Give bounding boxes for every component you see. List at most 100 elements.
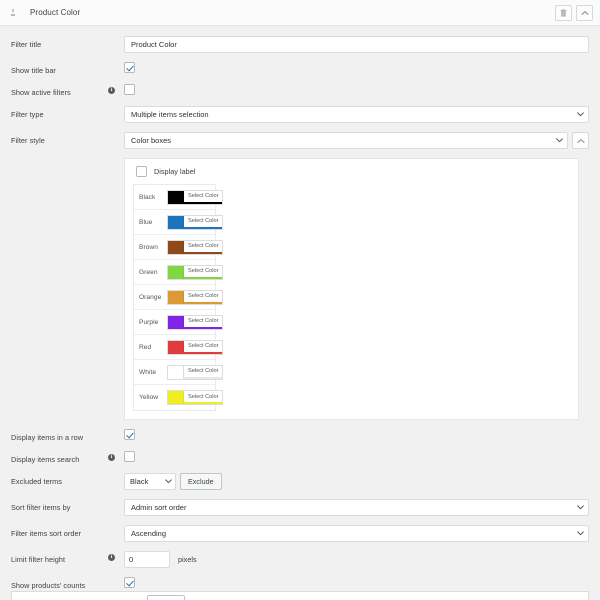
display-items-search-checkbox[interactable]: [124, 451, 135, 462]
help-slot: [108, 525, 124, 528]
label-filter-type: Filter type: [11, 110, 44, 119]
help-slot: [108, 106, 124, 109]
exclude-button[interactable]: Exclude: [180, 473, 222, 490]
color-swatch[interactable]: [168, 265, 184, 279]
label-filter-title: Filter title: [11, 40, 42, 49]
color-picker[interactable]: Select Color: [167, 239, 224, 255]
next-section-control-partial[interactable]: [147, 595, 185, 600]
field-show-products-counts: [124, 577, 589, 588]
filter-items-sort-order-select-wrap: Ascending: [124, 525, 589, 542]
select-color-button[interactable]: Select Color: [184, 290, 223, 304]
panel-body: Filter title Show title bar Show active …: [0, 26, 600, 600]
color-name-label: Purple: [139, 318, 159, 326]
color-list-item: Purple Select Color: [134, 310, 224, 335]
help-slot: i: [108, 451, 124, 461]
color-picker[interactable]: Select Color: [167, 214, 224, 230]
info-icon[interactable]: i: [108, 554, 115, 561]
delete-filter-button[interactable]: [555, 4, 572, 21]
row-display-items-search: Display items search i: [11, 451, 589, 466]
info-icon[interactable]: i: [108, 454, 115, 461]
color-picker[interactable]: Select Color: [167, 364, 224, 380]
select-color-button[interactable]: Select Color: [184, 215, 223, 229]
color-list-item: Black Select Color: [134, 185, 224, 210]
filter-style-select[interactable]: Color boxes: [124, 132, 568, 149]
help-slot: [108, 499, 124, 502]
color-picker[interactable]: Select Color: [167, 314, 224, 330]
field-sort-filter-items-by: Admin sort order: [124, 499, 589, 516]
panel-header: Product Color: [0, 0, 600, 26]
filter-type-select[interactable]: Multiple items selection: [124, 106, 589, 123]
color-picker[interactable]: Select Color: [167, 339, 224, 355]
excluded-terms-select[interactable]: Black: [124, 473, 176, 490]
color-name-label: White: [139, 368, 157, 376]
color-picker[interactable]: Select Color: [167, 289, 224, 305]
info-icon[interactable]: i: [108, 87, 115, 94]
color-swatch[interactable]: [168, 365, 184, 379]
color-name-label: Brown: [139, 243, 158, 251]
color-picker[interactable]: Select Color: [167, 189, 224, 205]
header-actions: [555, 4, 593, 21]
select-color-button[interactable]: Select Color: [184, 315, 223, 329]
color-swatch[interactable]: [168, 290, 184, 304]
color-swatch[interactable]: [168, 391, 184, 404]
help-slot: [108, 36, 124, 39]
limit-filter-height-input[interactable]: [124, 551, 170, 568]
color-list-item: Yellow Select Color: [134, 385, 224, 410]
collapse-panel-button[interactable]: [576, 4, 593, 21]
sort-filter-items-by-select[interactable]: Admin sort order: [124, 499, 589, 516]
next-section-partial: [11, 591, 589, 600]
help-slot: [108, 429, 124, 432]
color-swatch[interactable]: [168, 190, 184, 204]
filter-type-select-wrap: Multiple items selection: [124, 106, 589, 123]
page-title: Product Color: [30, 8, 81, 17]
color-picker[interactable]: Select Color: [167, 390, 224, 405]
color-name-label: Blue: [139, 218, 153, 226]
label-display-items-search: Display items search: [11, 455, 80, 464]
row-excluded-terms: Excluded terms Black Exclude: [11, 473, 589, 490]
select-color-button[interactable]: Select Color: [184, 190, 223, 204]
limit-filter-height-suffix: pixels: [178, 555, 197, 564]
color-list-item: Blue Select Color: [134, 210, 224, 235]
color-swatch[interactable]: [168, 240, 184, 254]
field-limit-filter-height: pixels: [124, 551, 589, 568]
help-slot: i: [108, 551, 124, 561]
row-filter-items-sort-order: Filter items sort order Ascending: [11, 525, 589, 542]
select-color-button[interactable]: Select Color: [184, 240, 223, 254]
help-slot: [108, 62, 124, 65]
color-picker[interactable]: Select Color: [167, 264, 224, 280]
filter-style-select-wrap: Color boxes: [124, 132, 568, 149]
select-color-button[interactable]: Select Color: [184, 365, 223, 379]
select-color-button[interactable]: Select Color: [184, 265, 223, 279]
label-excluded-terms: Excluded terms: [11, 477, 62, 486]
color-swatch[interactable]: [168, 315, 184, 329]
field-show-title-bar: [124, 62, 589, 73]
row-filter-style: Filter style Color boxes: [11, 132, 589, 149]
label-limit-filter-height: Limit filter height: [11, 555, 66, 564]
row-show-active-filters: Show active filters i: [11, 84, 589, 99]
color-list-item: Orange Select Color: [134, 285, 224, 310]
label-sort-filter-items-by: Sort filter items by: [11, 503, 71, 512]
select-color-button[interactable]: Select Color: [184, 340, 223, 354]
color-list-item: Green Select Color: [134, 260, 224, 285]
filter-title-input[interactable]: [124, 36, 589, 53]
field-filter-style: Color boxes: [124, 132, 589, 149]
color-name-label: Black: [139, 193, 156, 201]
color-list-item: Red Select Color: [134, 335, 224, 360]
color-boxes-style-panel: Display label Black Select Color Blue Selec…: [124, 158, 579, 420]
show-products-counts-checkbox[interactable]: [124, 577, 135, 588]
show-active-filters-checkbox[interactable]: [124, 84, 135, 95]
display-items-in-a-row-checkbox[interactable]: [124, 429, 135, 440]
filter-items-sort-order-select[interactable]: Ascending: [124, 525, 589, 542]
select-color-button[interactable]: Select Color: [184, 391, 223, 404]
label-show-title-bar: Show title bar: [11, 66, 56, 75]
show-title-bar-checkbox[interactable]: [124, 62, 135, 73]
row-filter-title: Filter title: [11, 36, 589, 53]
color-name-label: Orange: [139, 293, 162, 301]
color-swatch[interactable]: [168, 215, 184, 229]
filter-style-collapse-button[interactable]: [572, 132, 589, 149]
display-label-checkbox[interactable]: [136, 166, 147, 177]
color-swatch[interactable]: [168, 340, 184, 354]
field-filter-type: Multiple items selection: [124, 106, 589, 123]
drag-handle-icon[interactable]: [7, 6, 18, 20]
row-show-products-counts: Show products' counts: [11, 577, 589, 592]
